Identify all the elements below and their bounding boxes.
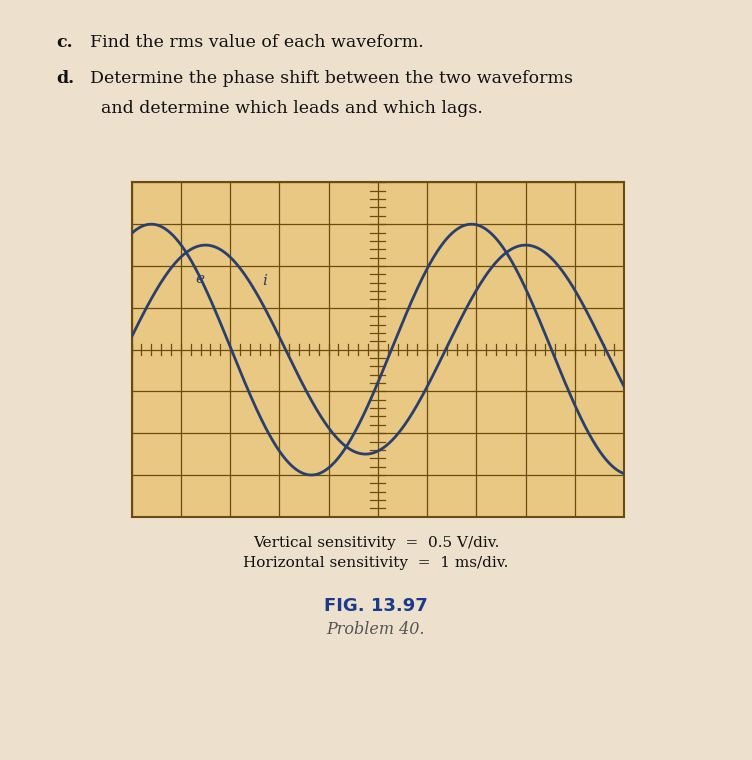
Text: FIG. 13.97: FIG. 13.97 bbox=[324, 597, 428, 615]
Text: Horizontal sensitivity  =  1 ms/div.: Horizontal sensitivity = 1 ms/div. bbox=[244, 556, 508, 570]
Text: Determine the phase shift between the two waveforms: Determine the phase shift between the tw… bbox=[79, 70, 573, 87]
Text: and determine which leads and which lags.: and determine which leads and which lags… bbox=[79, 100, 483, 117]
Text: Find the rms value of each waveform.: Find the rms value of each waveform. bbox=[79, 34, 423, 51]
Text: Vertical sensitivity  =  0.5 V/div.: Vertical sensitivity = 0.5 V/div. bbox=[253, 536, 499, 549]
Text: Problem 40.: Problem 40. bbox=[327, 621, 425, 638]
Text: e: e bbox=[196, 272, 205, 286]
Text: d.: d. bbox=[56, 70, 74, 87]
Text: i: i bbox=[262, 274, 267, 288]
Text: c.: c. bbox=[56, 34, 73, 51]
